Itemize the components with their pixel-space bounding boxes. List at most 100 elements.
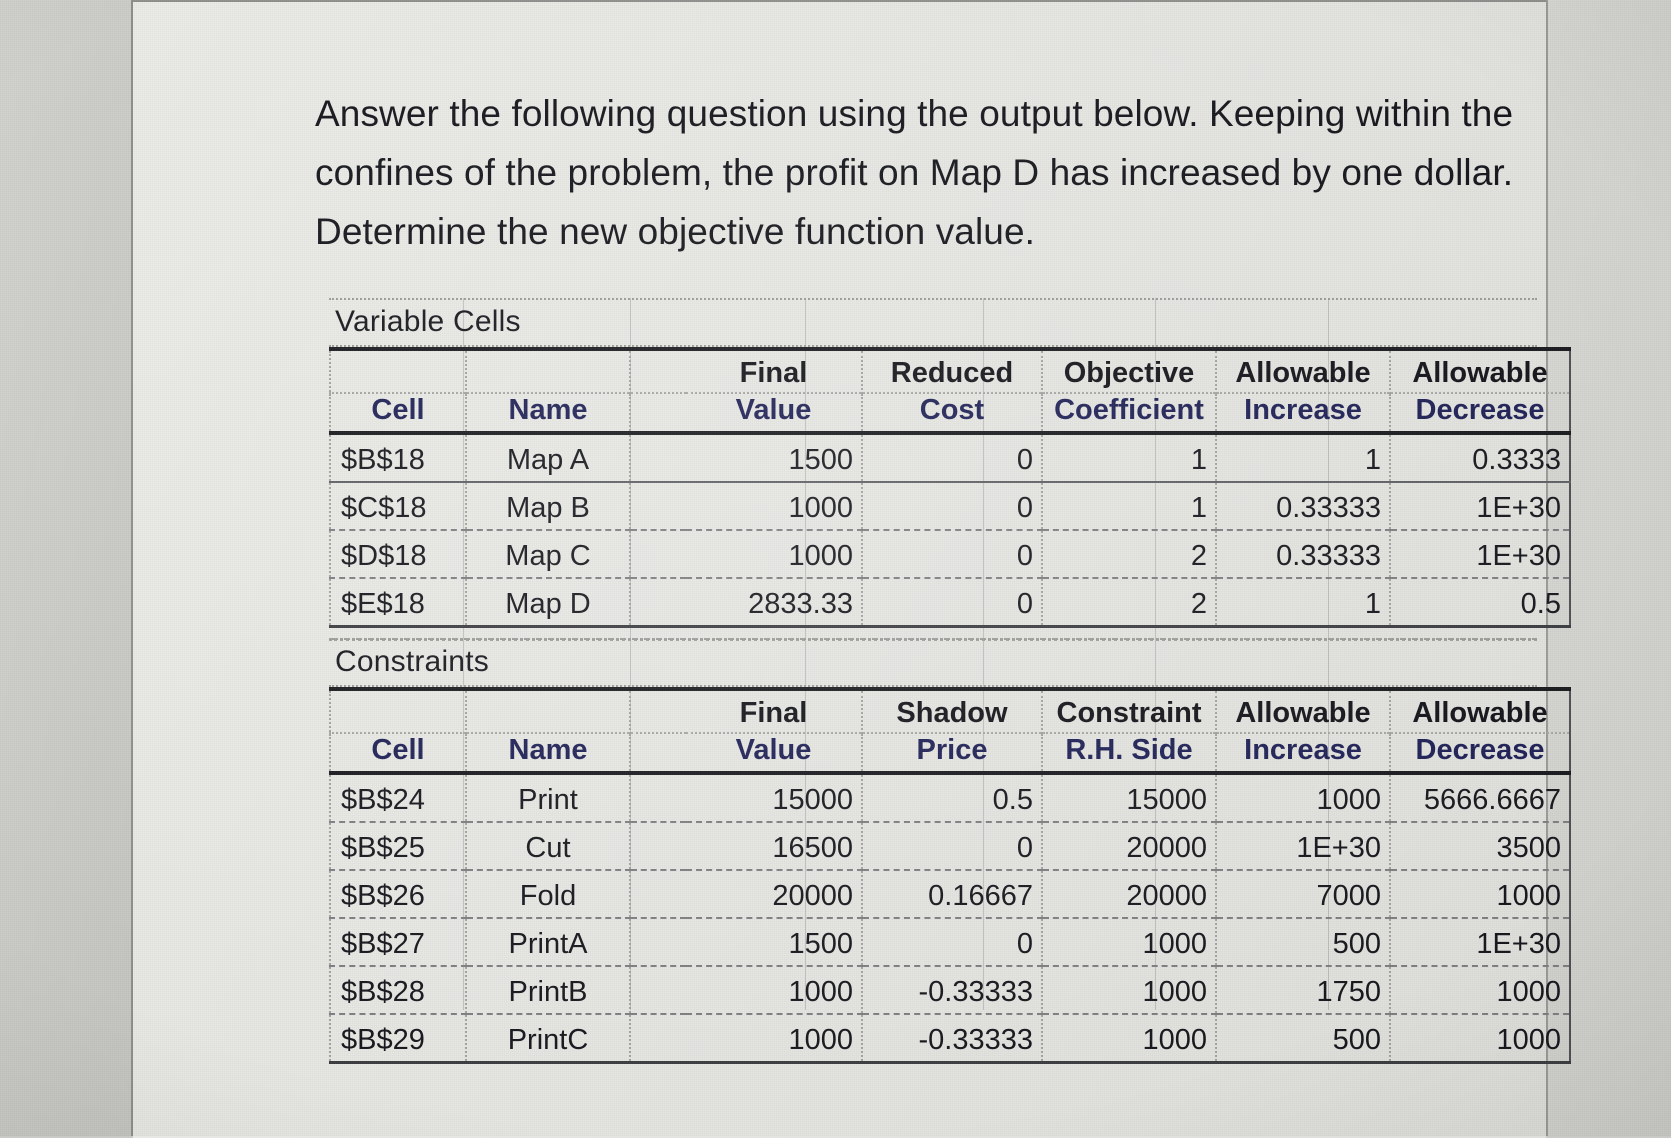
variable-cells-table: Final Reduced Objective Allowable Allowa…: [329, 347, 1571, 628]
col-header-blank: [630, 393, 686, 433]
col-header-blank: [630, 349, 686, 393]
allowable-decrease: 1000: [1390, 966, 1570, 1014]
allowable-decrease: 1E+30: [1390, 482, 1570, 530]
col-header-reduced: Reduced: [862, 349, 1042, 393]
final-value: 1000: [686, 482, 862, 530]
spacer-cell: [630, 433, 686, 482]
cell-reference: $B$24: [330, 773, 466, 822]
col-header-value: Value: [686, 733, 862, 773]
rh-side: 1000: [1042, 966, 1216, 1014]
constraint-name: Cut: [466, 822, 630, 870]
objective-coefficient: 1: [1042, 433, 1216, 482]
spacer-cell: [630, 482, 686, 530]
table-row: $B$26 Fold 20000 0.16667 20000 7000 1000: [330, 870, 1570, 918]
col-header-objective: Objective: [1042, 349, 1216, 393]
rh-side: 20000: [1042, 822, 1216, 870]
rh-side: 20000: [1042, 870, 1216, 918]
table-header-row-top: Final Reduced Objective Allowable Allowa…: [330, 349, 1570, 393]
col-header-increase: Increase: [1216, 393, 1390, 433]
shadow-price: 0.5: [862, 773, 1042, 822]
objective-coefficient: 2: [1042, 530, 1216, 578]
variable-name: Map A: [466, 433, 630, 482]
col-header-name: Name: [466, 733, 630, 773]
col-header-rh-side: R.H. Side: [1042, 733, 1216, 773]
allowable-increase: 0.33333: [1216, 482, 1390, 530]
rh-side: 1000: [1042, 918, 1216, 966]
spacer-cell: [630, 1014, 686, 1063]
col-header-cost: Cost: [862, 393, 1042, 433]
allowable-decrease: 1000: [1390, 1014, 1570, 1063]
table-row: $D$18 Map C 1000 0 2 0.33333 1E+30: [330, 530, 1570, 578]
question-prompt: Answer the following question using the …: [315, 84, 1545, 261]
table-header-row-top: Final Shadow Constraint Allowable Allowa…: [330, 689, 1570, 733]
cell-reference: $B$28: [330, 966, 466, 1014]
col-header-price: Price: [862, 733, 1042, 773]
col-header-blank: [330, 349, 466, 393]
rh-side: 1000: [1042, 1014, 1216, 1063]
constraints-table: Final Shadow Constraint Allowable Allowa…: [329, 687, 1571, 1064]
col-header-blank: [466, 689, 630, 733]
table-row: $B$27 PrintA 1500 0 1000 500 1E+30: [330, 918, 1570, 966]
col-header-value: Value: [686, 393, 862, 433]
col-header-decrease: Decrease: [1390, 733, 1570, 773]
spacer-cell: [630, 918, 686, 966]
col-header-allowable-2: Allowable: [1390, 349, 1570, 393]
allowable-decrease: 1000: [1390, 870, 1570, 918]
table-separator-band: [329, 602, 1537, 641]
cell-reference: $D$18: [330, 530, 466, 578]
col-header-allowable-2: Allowable: [1390, 689, 1570, 733]
col-header-constraint: Constraint: [1042, 689, 1216, 733]
allowable-decrease: 1E+30: [1390, 530, 1570, 578]
col-header-blank: [630, 689, 686, 733]
final-value: 16500: [686, 822, 862, 870]
table-row: $C$18 Map B 1000 0 1 0.33333 1E+30: [330, 482, 1570, 530]
spacer-cell: [630, 773, 686, 822]
col-header-shadow: Shadow: [862, 689, 1042, 733]
table-row: $B$24 Print 15000 0.5 15000 1000 5666.66…: [330, 773, 1570, 822]
reduced-cost: 0: [862, 433, 1042, 482]
final-value: 1000: [686, 530, 862, 578]
allowable-increase: 1E+30: [1216, 822, 1390, 870]
reduced-cost: 0: [862, 530, 1042, 578]
col-header-final: Final: [686, 349, 862, 393]
allowable-decrease: 5666.6667: [1390, 773, 1570, 822]
spacer-cell: [630, 822, 686, 870]
cell-reference: $C$18: [330, 482, 466, 530]
shadow-price: 0: [862, 918, 1042, 966]
final-value: 15000: [686, 773, 862, 822]
col-header-blank: [466, 349, 630, 393]
cell-reference: $B$25: [330, 822, 466, 870]
allowable-decrease: 3500: [1390, 822, 1570, 870]
allowable-increase: 7000: [1216, 870, 1390, 918]
cell-reference: $B$26: [330, 870, 466, 918]
final-value: 1000: [686, 966, 862, 1014]
col-header-cell: Cell: [330, 393, 466, 433]
col-header-coefficient: Coefficient: [1042, 393, 1216, 433]
final-value: 1500: [686, 433, 862, 482]
allowable-decrease: 1E+30: [1390, 918, 1570, 966]
shadow-price: -0.33333: [862, 1014, 1042, 1063]
table-row: $B$18 Map A 1500 0 1 1 0.3333: [330, 433, 1570, 482]
objective-coefficient: 1: [1042, 482, 1216, 530]
rh-side: 15000: [1042, 773, 1216, 822]
spacer-cell: [630, 870, 686, 918]
table-header-row-bottom: Cell Name Value Cost Coefficient Increas…: [330, 393, 1570, 433]
constraint-name: Print: [466, 773, 630, 822]
col-header-name: Name: [466, 393, 630, 433]
document-sheet: Answer the following question using the …: [133, 0, 1546, 1138]
variable-name: Map C: [466, 530, 630, 578]
table-row: $B$28 PrintB 1000 -0.33333 1000 1750 100…: [330, 966, 1570, 1014]
col-header-increase: Increase: [1216, 733, 1390, 773]
cell-reference: $B$29: [330, 1014, 466, 1063]
allowable-increase: 1: [1216, 433, 1390, 482]
final-value: 1500: [686, 918, 862, 966]
col-header-final: Final: [686, 689, 862, 733]
col-header-blank: [330, 689, 466, 733]
variable-cells-block: Variable Cells Final Reduced Objective A…: [329, 298, 1537, 628]
allowable-increase: 0.33333: [1216, 530, 1390, 578]
shadow-price: 0: [862, 822, 1042, 870]
variable-name: Map B: [466, 482, 630, 530]
constraint-name: PrintC: [466, 1014, 630, 1063]
table-row: $B$25 Cut 16500 0 20000 1E+30 3500: [330, 822, 1570, 870]
